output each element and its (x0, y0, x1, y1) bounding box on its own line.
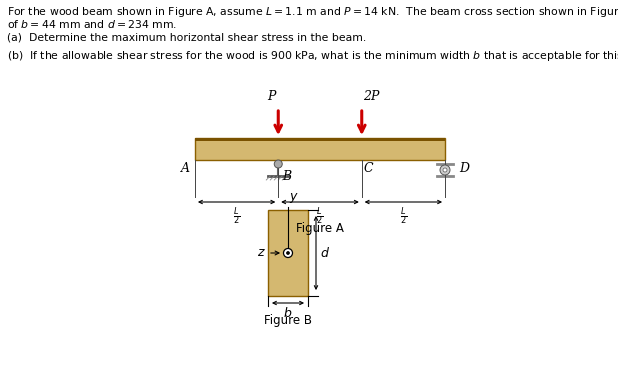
Bar (195, 138, 445, 160)
Circle shape (284, 248, 292, 257)
Text: D: D (459, 162, 469, 175)
Text: (b)  If the allowable shear stress for the wood is 900 kPa, what is the minimum : (b) If the allowable shear stress for th… (7, 49, 618, 63)
Text: A: A (181, 162, 190, 175)
Text: $z$: $z$ (257, 246, 266, 260)
Bar (268, 210, 308, 296)
Text: $b$: $b$ (283, 306, 293, 320)
Text: of $b = 44$ mm and $d = 234$ mm.: of $b = 44$ mm and $d = 234$ mm. (7, 18, 177, 30)
Text: P: P (267, 90, 275, 103)
Text: C: C (364, 162, 373, 175)
Text: 2P: 2P (363, 90, 379, 103)
Circle shape (443, 168, 447, 172)
Text: $y$: $y$ (289, 191, 299, 205)
Text: $d$: $d$ (320, 246, 330, 260)
Text: (a)  Determine the maximum horizontal shear stress in the beam.: (a) Determine the maximum horizontal she… (7, 33, 366, 43)
Text: $\frac{L}{2}$: $\frac{L}{2}$ (316, 205, 324, 227)
Text: For the wood beam shown in Figure A, assume $L = 1.1$ m and $P = 14$ kN.  The be: For the wood beam shown in Figure A, ass… (7, 5, 618, 19)
Text: $\frac{L}{2}$: $\frac{L}{2}$ (233, 205, 240, 227)
Text: Figure B: Figure B (264, 314, 312, 327)
Text: Figure A: Figure A (296, 222, 344, 235)
Circle shape (440, 165, 450, 175)
Bar (195, 138, 445, 141)
Text: B: B (282, 170, 291, 183)
Circle shape (274, 160, 282, 168)
Circle shape (287, 251, 289, 254)
Text: $\frac{L}{2}$: $\frac{L}{2}$ (400, 205, 407, 227)
